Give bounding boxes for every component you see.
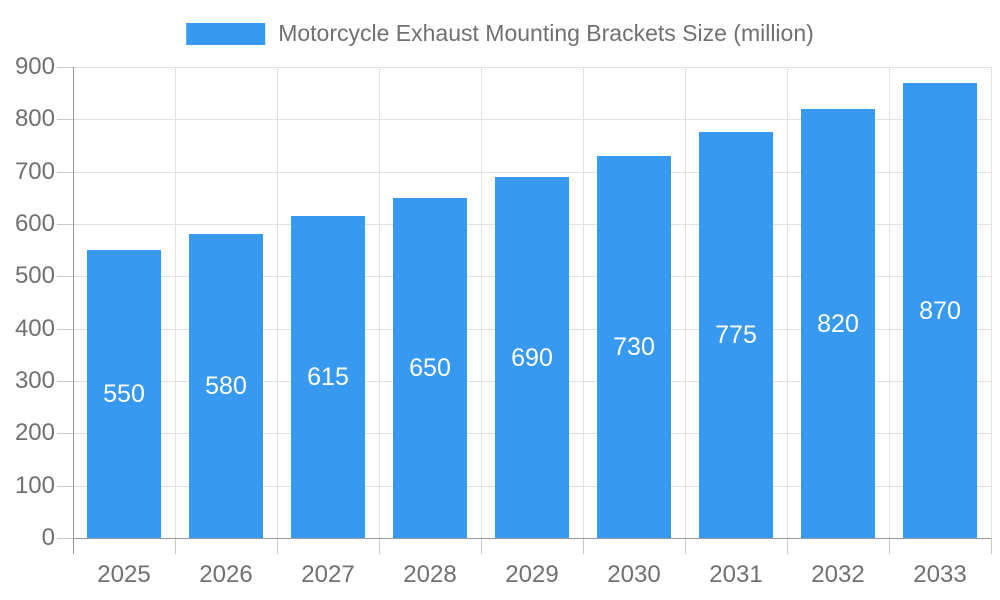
x-axis-tick (685, 538, 686, 554)
y-axis-tick (57, 486, 73, 487)
y-axis-tick-label: 200 (14, 419, 55, 446)
y-axis-tick-label: 0 (41, 524, 55, 551)
y-axis-tick-label: 300 (14, 367, 55, 394)
x-axis-tick (787, 538, 788, 554)
bar-2030 (597, 156, 671, 538)
x-axis-tick (481, 538, 482, 554)
bar-2028 (393, 198, 467, 538)
x-gridline (481, 67, 482, 538)
x-axis-tick-label: 2033 (913, 561, 967, 588)
y-axis-tick-label: 600 (14, 210, 55, 237)
x-gridline (787, 67, 788, 538)
y-axis-tick (57, 433, 73, 434)
y-axis-tick (57, 381, 73, 382)
x-gridline (685, 67, 686, 538)
y-axis-tick (57, 538, 73, 539)
y-gridline (73, 67, 991, 68)
y-axis-line (73, 67, 74, 554)
x-axis-tick-label: 2030 (607, 561, 661, 588)
x-axis-tick (379, 538, 380, 554)
x-gridline (175, 67, 176, 538)
y-axis-tick (57, 276, 73, 277)
y-axis-tick-label: 100 (14, 472, 55, 499)
y-axis-tick-label: 400 (14, 315, 55, 342)
x-axis-tick (991, 538, 992, 554)
y-axis-tick-label: 500 (14, 262, 55, 289)
bar-2033 (903, 83, 977, 538)
x-axis-tick-label: 2028 (403, 561, 457, 588)
y-gridline (73, 172, 991, 173)
x-axis-tick (583, 538, 584, 554)
y-axis-tick (57, 67, 73, 68)
bar-value-label: 690 (511, 344, 553, 372)
x-axis-tick-label: 2031 (709, 561, 763, 588)
y-axis-tick (57, 119, 73, 120)
x-axis-tick-label: 2026 (199, 561, 253, 588)
bar-value-label: 870 (919, 297, 961, 325)
legend-label: Motorcycle Exhaust Mounting Brackets Siz… (278, 20, 814, 46)
bar-value-label: 730 (613, 333, 655, 361)
x-gridline (889, 67, 890, 538)
bar-value-label: 775 (715, 321, 757, 349)
x-axis-tick-label: 2027 (301, 561, 355, 588)
y-axis-tick-label: 700 (14, 158, 55, 185)
x-axis-tick-label: 2029 (505, 561, 559, 588)
legend-swatch (186, 22, 266, 45)
x-gridline (379, 67, 380, 538)
bar-value-label: 550 (103, 380, 145, 408)
y-gridline (73, 119, 991, 120)
bar-value-label: 615 (307, 363, 349, 391)
bar-2031 (699, 132, 773, 538)
bar-2032 (801, 109, 875, 538)
x-axis-tick (889, 538, 890, 554)
bar-2029 (495, 177, 569, 538)
x-gridline (583, 67, 584, 538)
x-gridline (991, 67, 992, 538)
bar-value-label: 580 (205, 372, 247, 400)
bar-value-label: 650 (409, 354, 451, 382)
y-axis-tick (57, 224, 73, 225)
legend[interactable]: Motorcycle Exhaust Mounting Brackets Siz… (186, 20, 814, 47)
y-axis-tick-label: 900 (14, 53, 55, 80)
bar-value-label: 820 (817, 310, 859, 338)
x-axis-tick-label: 2025 (97, 561, 151, 588)
y-axis-tick (57, 329, 73, 330)
y-axis-tick-label: 800 (14, 105, 55, 132)
x-axis-line (73, 538, 991, 539)
x-gridline (277, 67, 278, 538)
x-axis-tick (175, 538, 176, 554)
bar-2026 (189, 234, 263, 538)
y-axis-tick (57, 172, 73, 173)
bar-2025 (87, 250, 161, 538)
x-axis-tick-label: 2032 (811, 561, 865, 588)
x-axis-tick (277, 538, 278, 554)
bar-2027 (291, 216, 365, 538)
